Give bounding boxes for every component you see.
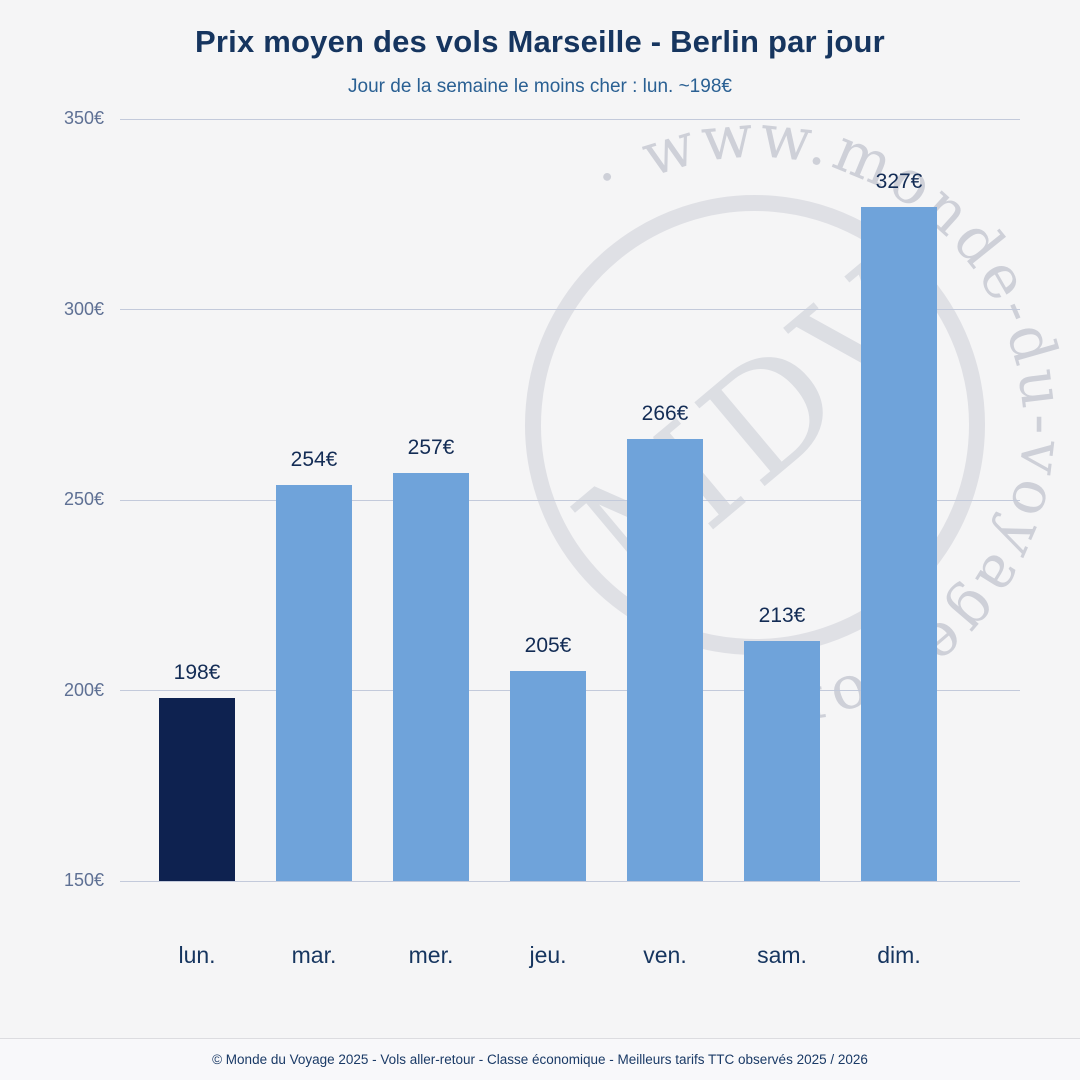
y-axis-tick-label: 150€ xyxy=(63,870,104,890)
gridline xyxy=(120,499,1020,501)
footer-text: © Monde du Voyage 2025 - Vols aller-reto… xyxy=(212,1052,868,1067)
bar-sam xyxy=(744,640,820,881)
chart-title: Prix moyen des vols Marseille - Berlin p… xyxy=(195,24,885,59)
bar-lun xyxy=(159,698,235,881)
y-axis-tick-label: 250€ xyxy=(63,489,104,509)
gridline xyxy=(120,118,1020,120)
bar-ven xyxy=(627,439,703,881)
bar-value-label: 266€ xyxy=(641,402,689,426)
gridline xyxy=(120,880,1020,882)
bar-value-label: 327€ xyxy=(875,169,923,193)
x-axis-label: mar. xyxy=(291,942,337,968)
y-axis-tick-label: 350€ xyxy=(63,108,104,128)
x-axis-label: sam. xyxy=(757,942,807,968)
x-axis-label: ven. xyxy=(643,942,687,968)
chart-subtitle: Jour de la semaine le moins cher : lun. … xyxy=(348,76,732,97)
bar-mer xyxy=(393,473,469,881)
bar-value-label: 254€ xyxy=(290,447,338,471)
bar-value-label: 257€ xyxy=(407,436,455,460)
x-axis-label: jeu. xyxy=(529,942,567,968)
bar-dim xyxy=(861,206,937,881)
bar-value-label: 198€ xyxy=(173,661,221,685)
gridline xyxy=(120,309,1020,310)
x-axis-label: dim. xyxy=(877,942,921,968)
bar-value-label: 205€ xyxy=(524,634,572,658)
x-axis-label: lun. xyxy=(178,942,216,968)
footer: © Monde du Voyage 2025 - Vols aller-reto… xyxy=(0,1038,1080,1080)
bar-mar xyxy=(276,484,352,881)
x-axis-label: mer. xyxy=(408,942,454,968)
bar-value-label: 213€ xyxy=(758,603,806,627)
bar-jeu xyxy=(510,671,586,881)
y-axis-tick-label: 300€ xyxy=(63,298,104,319)
y-axis-tick-label: 200€ xyxy=(63,679,104,700)
